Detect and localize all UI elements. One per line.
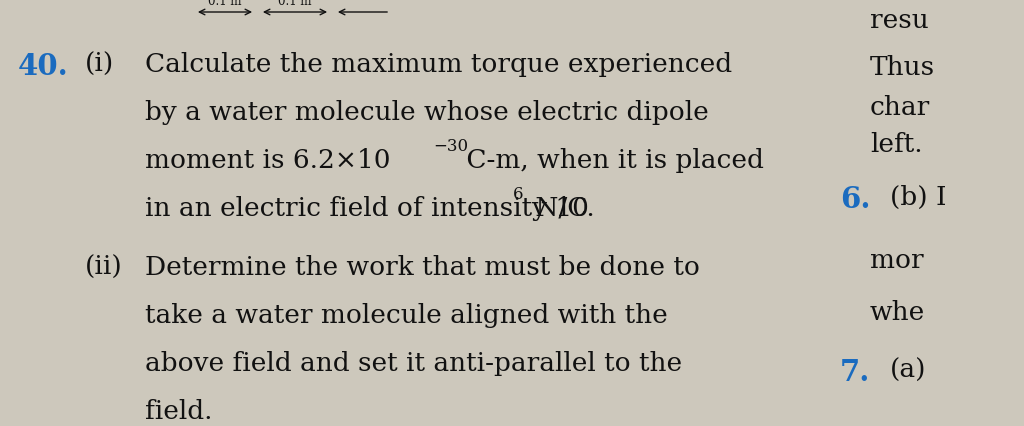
Text: mor: mor [870, 248, 924, 273]
Text: Determine the work that must be done to: Determine the work that must be done to [145, 255, 699, 280]
Text: 0.1 m: 0.1 m [208, 0, 242, 8]
Text: −30: −30 [433, 138, 468, 155]
Text: above field and set it anti-parallel to the: above field and set it anti-parallel to … [145, 351, 682, 376]
Text: C-m, when it is placed: C-m, when it is placed [458, 148, 764, 173]
Text: 7.: 7. [840, 358, 870, 387]
Text: take a water molecule aligned with the: take a water molecule aligned with the [145, 303, 668, 328]
Text: char: char [870, 95, 930, 120]
Text: 6.: 6. [840, 185, 870, 214]
Text: left.: left. [870, 132, 923, 157]
Text: moment is 6.2×10: moment is 6.2×10 [145, 148, 390, 173]
Text: resu: resu [870, 8, 929, 33]
Text: (b) I: (b) I [890, 185, 946, 210]
Text: in an electric field of intensity 10: in an electric field of intensity 10 [145, 196, 589, 221]
Text: 0.1 m: 0.1 m [279, 0, 311, 8]
Text: N/C.: N/C. [527, 196, 595, 221]
Text: 40.: 40. [18, 52, 69, 81]
Text: by a water molecule whose electric dipole: by a water molecule whose electric dipol… [145, 100, 709, 125]
Text: (a): (a) [890, 358, 927, 383]
Text: 6: 6 [513, 186, 523, 203]
Text: (i): (i) [85, 52, 115, 77]
Text: whe: whe [870, 300, 926, 325]
Text: Thus: Thus [870, 55, 935, 80]
Text: (ii): (ii) [85, 255, 123, 280]
Text: Calculate the maximum torque experienced: Calculate the maximum torque experienced [145, 52, 732, 77]
Text: field.: field. [145, 399, 213, 424]
